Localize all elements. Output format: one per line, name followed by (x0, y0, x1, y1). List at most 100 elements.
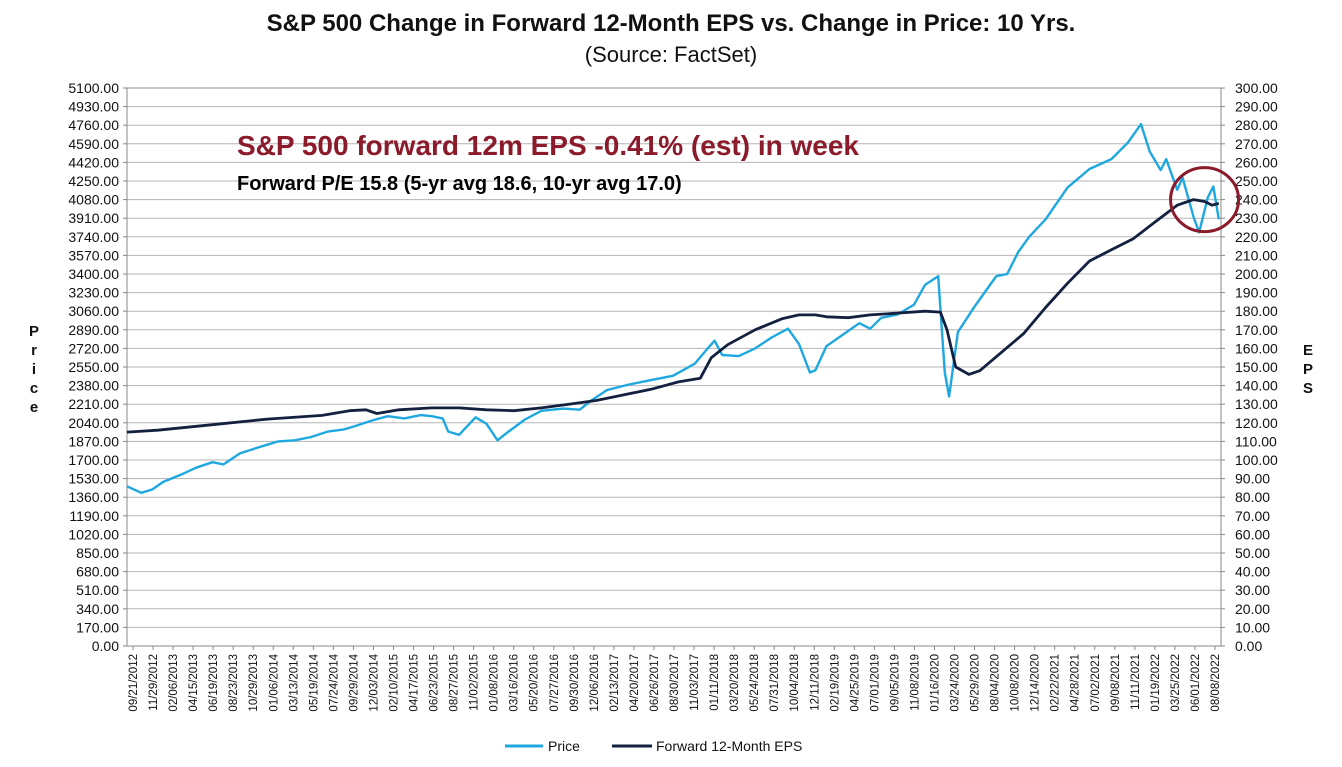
right-tick-label: 120.00 (1235, 415, 1278, 431)
x-tick-label: 05/24/2018 (749, 654, 761, 712)
right-tick-label: 30.00 (1235, 582, 1270, 598)
right-tick-label: 210.00 (1235, 247, 1278, 263)
x-tick-label: 03/13/2014 (288, 653, 300, 711)
series-layer (126, 122, 1220, 494)
chart-title: S&P 500 Change in Forward 12-Month EPS v… (266, 10, 1076, 37)
left-tick-label: 2040.00 (68, 415, 119, 431)
x-tick-label: 09/05/2019 (889, 654, 901, 712)
left-tick-label: 340.00 (76, 601, 119, 617)
legend-label-eps: Forward 12-Month EPS (656, 738, 802, 754)
annotation-eps-change: S&P 500 forward 12m EPS -0.41% (est) in … (237, 130, 859, 161)
right-tick-label: 200.00 (1235, 266, 1278, 282)
highlight-circle (1169, 166, 1241, 234)
left-tick-label: 4590.00 (68, 136, 119, 152)
left-tick-label: 3400.00 (68, 266, 119, 282)
left-tick-label: 5100.00 (68, 80, 119, 96)
x-axis-ticks: 09/21/2012 11/29/2012 02/06/2013 04/15/2013… (128, 646, 1222, 712)
left-tick-label: 3230.00 (68, 285, 119, 301)
left-axis-label-letter: c (30, 380, 38, 397)
x-tick-label: 09/29/2014 (348, 653, 360, 711)
right-tick-label: 110.00 (1235, 433, 1277, 449)
x-tick-label: 03/20/2018 (729, 654, 741, 712)
right-axis-label-letter: E (1303, 342, 1313, 359)
x-tick-label: 05/20/2016 (529, 654, 541, 712)
chart-subtitle: (Source: FactSet) (584, 42, 758, 67)
x-tick-label: 01/16/2020 (929, 654, 941, 712)
left-tick-label: 4250.00 (68, 173, 119, 189)
right-axis-label-letter: S (1303, 380, 1313, 397)
right-tick-label: 70.00 (1235, 508, 1270, 524)
x-tick-label: 04/17/2015 (409, 654, 421, 712)
x-tick-label: 06/19/2013 (208, 654, 220, 712)
x-tick-label: 09/08/2021 (1110, 654, 1122, 712)
left-tick-label: 4420.00 (68, 154, 119, 170)
x-tick-label: 11/11/2021 (1130, 654, 1142, 710)
x-tick-label: 02/19/2019 (829, 654, 841, 712)
x-tick-label: 10/08/2020 (1010, 654, 1022, 712)
x-tick-label: 03/16/2016 (509, 654, 521, 712)
left-tick-label: 1360.00 (68, 489, 119, 505)
series-line-eps (126, 198, 1220, 434)
right-tick-label: 250.00 (1235, 173, 1278, 189)
x-tick-label: 03/25/2022 (1170, 654, 1182, 712)
x-tick-label: 09/30/2016 (569, 654, 581, 712)
left-axis-label-letter: i (32, 361, 36, 378)
x-tick-label: 08/08/2022 (1210, 654, 1222, 712)
right-tick-label: 0.00 (1235, 638, 1262, 654)
right-tick-label: 90.00 (1235, 471, 1270, 487)
right-tick-label: 40.00 (1235, 564, 1270, 580)
right-tick-label: 130.00 (1235, 396, 1278, 412)
left-tick-label: 4760.00 (68, 117, 119, 133)
left-tick-label: 3570.00 (68, 247, 119, 263)
right-tick-label: 300.00 (1235, 80, 1278, 96)
right-tick-label: 260.00 (1235, 154, 1278, 170)
left-tick-label: 510.00 (76, 582, 119, 598)
x-tick-label: 01/11/2018 (709, 654, 721, 711)
right-tick-label: 10.00 (1235, 619, 1270, 635)
x-tick-label: 01/06/2014 (268, 653, 280, 711)
x-tick-label: 03/24/2020 (950, 654, 962, 712)
left-tick-label: 2380.00 (68, 378, 119, 394)
left-tick-label: 4080.00 (68, 192, 119, 208)
left-axis-label-letter: e (30, 399, 38, 416)
right-axis-label-letter: P (1303, 361, 1313, 378)
x-tick-label: 12/11/2018 (809, 654, 821, 711)
x-tick-label: 12/06/2016 (589, 654, 601, 712)
legend: Price Forward 12-Month EPS (505, 738, 802, 754)
left-tick-label: 3910.00 (68, 210, 119, 226)
x-tick-label: 02/13/2017 (609, 654, 621, 712)
gridlines (127, 106, 1221, 628)
left-tick-label: 3740.00 (68, 229, 119, 245)
x-tick-label: 11/29/2012 (148, 654, 160, 711)
x-tick-label: 11/08/2019 (909, 654, 921, 711)
left-axis-label-letter: P (29, 323, 39, 340)
x-tick-label: 04/28/2021 (1070, 654, 1082, 712)
right-tick-label: 160.00 (1235, 340, 1278, 356)
left-axis-label: Price (29, 323, 39, 416)
x-tick-label: 08/27/2015 (449, 654, 461, 712)
left-tick-label: 170.00 (76, 619, 119, 635)
x-tick-label: 07/02/2021 (1090, 654, 1102, 712)
x-tick-label: 04/15/2013 (188, 654, 200, 712)
x-tick-label: 06/26/2017 (649, 654, 661, 712)
x-tick-label: 08/04/2020 (990, 654, 1002, 712)
right-tick-label: 280.00 (1235, 117, 1278, 133)
x-tick-label: 08/30/2017 (669, 654, 681, 712)
right-tick-label: 140.00 (1235, 378, 1278, 394)
left-tick-label: 1020.00 (68, 526, 119, 542)
x-tick-label: 02/10/2015 (388, 654, 400, 712)
left-tick-label: 2720.00 (68, 340, 119, 356)
left-tick-label: 1870.00 (68, 433, 119, 449)
x-tick-label: 07/24/2014 (328, 653, 340, 711)
left-axis-ticks: 5100.00 4930.00 4760.00 4590.00 4420.00 4250.… (68, 80, 127, 654)
right-tick-label: 150.00 (1235, 359, 1278, 375)
x-tick-label: 05/19/2014 (308, 653, 320, 711)
right-tick-label: 80.00 (1235, 489, 1270, 505)
right-tick-label: 290.00 (1235, 99, 1278, 115)
x-tick-label: 12/14/2020 (1030, 654, 1042, 712)
left-tick-label: 2550.00 (68, 359, 119, 375)
x-tick-label: 06/23/2015 (429, 654, 441, 712)
x-tick-label: 10/29/2013 (248, 654, 260, 712)
right-axis-label: EPS (1303, 342, 1313, 397)
